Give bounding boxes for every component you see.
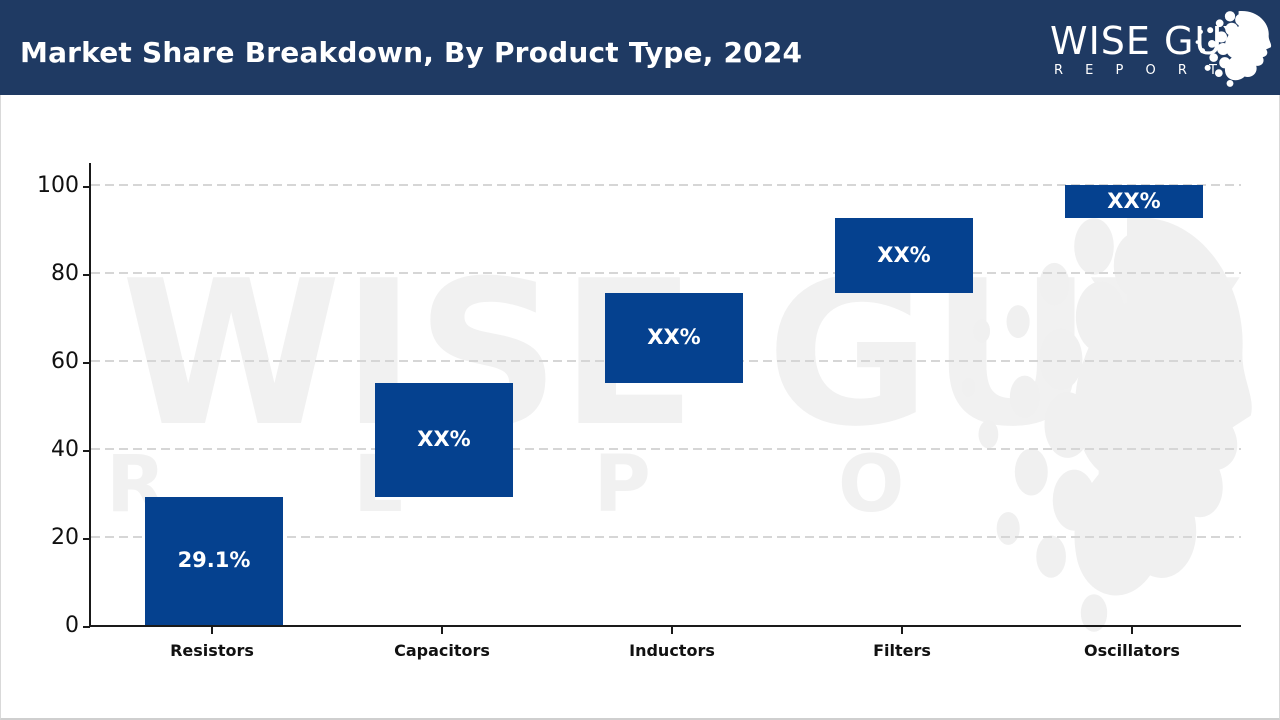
bar-resistors: 29.1% [145, 496, 283, 625]
page-title: Market Share Breakdown, By Product Type,… [20, 36, 803, 69]
x-axis-labels: Resistors Capacitors Inductors Filters Oscil… [1, 95, 1279, 718]
y-tick-mark [83, 538, 90, 540]
y-tick-label: 60 [51, 349, 79, 374]
y-tick-mark [83, 186, 90, 188]
gridline [91, 272, 1241, 274]
x-tick-label-filters: Filters [873, 641, 931, 660]
bar-value-label: XX% [877, 242, 931, 267]
y-tick-label: 80 [51, 261, 79, 286]
watermark-head-icon [962, 217, 1252, 632]
bar-oscillators: XX% [1065, 185, 1203, 218]
bar-value-label: 29.1% [177, 548, 251, 573]
bar-value-label: XX% [1107, 189, 1161, 213]
logo-subtitle: R E P O R T S [1054, 63, 1257, 78]
wiseguy-head-icon [1195, 11, 1272, 87]
y-tick-mark [83, 626, 90, 628]
wiseguy-logo: WISE GUY R E P O R T S [1022, 4, 1272, 92]
y-tick-label: 100 [37, 173, 79, 198]
y-axis-labels: 0 20 40 60 80 100 [1, 95, 1279, 718]
y-tick-label: 0 [65, 613, 79, 638]
x-tick-label-capacitors: Capacitors [394, 641, 490, 660]
plot-area: 29.1% XX% XX% XX% XX% [89, 163, 1241, 627]
y-tick-mark [83, 274, 90, 276]
gridline [91, 184, 1241, 186]
x-tick-mark [441, 627, 443, 634]
bar-inductors: XX% [605, 292, 743, 383]
x-tick-mark [901, 627, 903, 634]
x-tick-mark [1131, 627, 1133, 634]
y-tick-mark [83, 450, 90, 452]
x-tick-label-resistors: Resistors [170, 641, 254, 660]
bar-filters: XX% [835, 218, 973, 293]
chart-canvas: WISE GUY R E P O R T S 29.1%XX%XX%XX%XX%… [0, 95, 1280, 720]
x-tick-mark [211, 627, 213, 634]
x-tick-label-oscillators: Oscillators [1084, 641, 1180, 660]
gridline [91, 448, 1241, 450]
y-tick-label: 20 [51, 525, 79, 550]
header-banner: Market Share Breakdown, By Product Type,… [0, 0, 1280, 95]
x-tick-mark [671, 627, 673, 634]
y-tick-label: 40 [51, 437, 79, 462]
gridline [91, 536, 1241, 538]
bar-value-label: XX% [647, 325, 701, 350]
y-tick-mark [83, 362, 90, 364]
bar-value-label: XX% [417, 427, 471, 452]
x-tick-label-inductors: Inductors [629, 641, 715, 660]
bar-capacitors: XX% [375, 383, 513, 497]
